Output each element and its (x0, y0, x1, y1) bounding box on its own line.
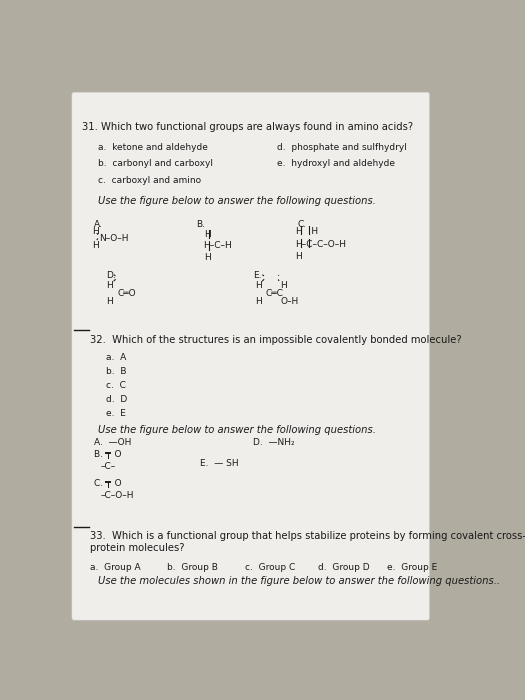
Text: E.  — SH: E. — SH (200, 458, 238, 468)
Text: A.: A. (94, 220, 103, 229)
Text: b.  carbonyl and carboxyl: b. carbonyl and carboxyl (98, 160, 213, 169)
Text: H–C–C–O–H: H–C–C–O–H (295, 240, 345, 249)
Text: C═O: C═O (117, 289, 136, 298)
Text: Use the figure below to answer the following questions.: Use the figure below to answer the follo… (98, 425, 376, 435)
Text: H: H (106, 281, 113, 290)
Text: –C–O–H: –C–O–H (100, 491, 134, 500)
Text: c.  Group C: c. Group C (245, 563, 295, 572)
Text: B.: B. (196, 220, 205, 229)
Text: d.  Group D: d. Group D (318, 563, 370, 572)
Text: D.: D. (106, 271, 116, 280)
Text: H: H (255, 281, 262, 290)
Text: N–O–H: N–O–H (99, 234, 129, 243)
Text: B.    O: B. O (94, 450, 122, 459)
Text: a.  ketone and aldehyde: a. ketone and aldehyde (98, 144, 208, 153)
Text: Use the molecules shown in the figure below to answer the following questions..: Use the molecules shown in the figure be… (98, 575, 500, 586)
Text: C.: C. (298, 220, 307, 229)
Text: E.: E. (253, 271, 261, 280)
Text: 33.  Which is a functional group that helps stabilize proteins by forming covale: 33. Which is a functional group that hel… (90, 531, 525, 553)
Text: H: H (255, 297, 262, 306)
Text: –C–: –C– (100, 462, 116, 471)
Text: d.  phosphate and sulfhydryl: d. phosphate and sulfhydryl (277, 144, 407, 153)
Text: O–H: O–H (280, 297, 299, 306)
Text: e.  Group E: e. Group E (387, 563, 437, 572)
Text: H: H (204, 253, 211, 262)
Text: a.  Group A: a. Group A (90, 563, 141, 572)
Text: a.  A: a. A (106, 353, 127, 362)
Text: H: H (92, 241, 99, 251)
Text: 32.  Which of the structures is an impossible covalently bonded molecule?: 32. Which of the structures is an imposs… (90, 335, 461, 344)
Text: e.  E: e. E (106, 409, 126, 418)
Text: b.  Group B: b. Group B (167, 563, 218, 572)
Text: H   H: H H (296, 228, 318, 237)
Text: H: H (92, 227, 99, 236)
Text: b.  B: b. B (106, 367, 127, 376)
Text: C═C: C═C (266, 289, 284, 298)
Text: e.  hydroxyl and aldehyde: e. hydroxyl and aldehyde (277, 160, 395, 169)
Text: H: H (204, 230, 211, 239)
Text: H: H (280, 281, 287, 290)
Text: 31. Which two functional groups are always found in amino acids?: 31. Which two functional groups are alwa… (82, 122, 413, 132)
FancyBboxPatch shape (72, 92, 430, 620)
Text: Use the figure below to answer the following questions.: Use the figure below to answer the follo… (98, 195, 376, 206)
Text: D.  —NH₂: D. —NH₂ (253, 438, 295, 447)
Text: c.  carboxyl and amino: c. carboxyl and amino (98, 176, 201, 185)
Text: H–C–H: H–C–H (203, 241, 232, 251)
Text: C.    O: C. O (94, 479, 122, 488)
Text: H: H (296, 252, 302, 261)
Text: d.  D: d. D (106, 395, 128, 404)
Text: H: H (106, 297, 113, 306)
Text: A.  —OH: A. —OH (94, 438, 131, 447)
Text: c.  C: c. C (106, 381, 126, 390)
